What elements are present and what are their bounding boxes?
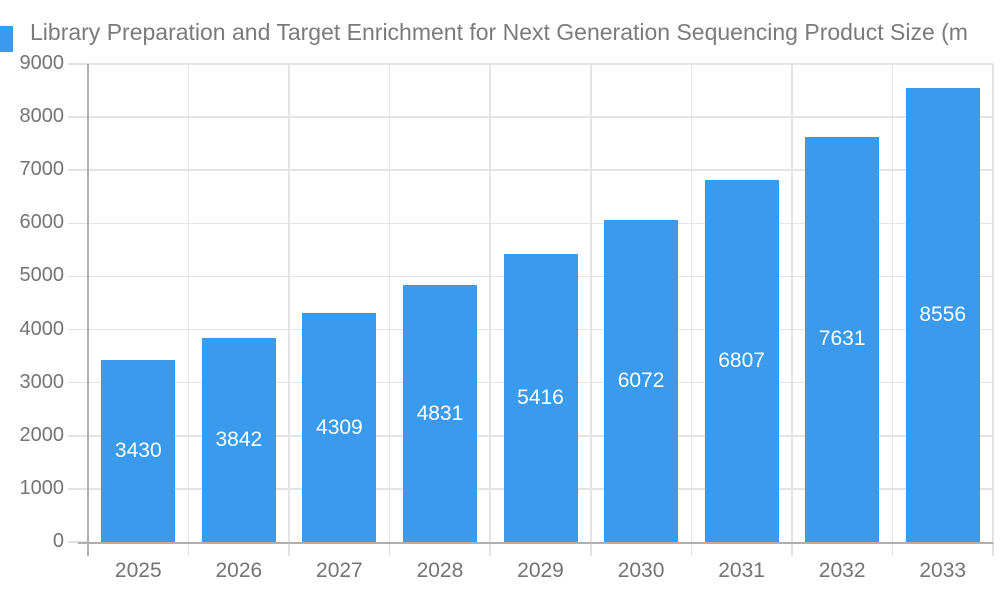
- x-gridline: [791, 64, 793, 542]
- x-axis-line: [78, 542, 993, 544]
- bar-value-label: 8556: [919, 302, 967, 326]
- y-axis-tick-label: 3000: [19, 370, 65, 393]
- bar-value-label: 3842: [215, 427, 263, 451]
- x-tick-mark: [690, 542, 693, 556]
- bar-2031[interactable]: [704, 180, 779, 542]
- y-axis-tick-label: 8000: [19, 105, 65, 128]
- bar-value-label: 3430: [114, 438, 162, 462]
- y-axis-tick-label: 2000: [19, 423, 65, 446]
- x-gridline: [690, 64, 693, 542]
- x-gridline: [891, 64, 894, 542]
- bar-2026[interactable]: [201, 337, 276, 542]
- chart-title: Library Preparation and Target Enrichmen…: [30, 19, 968, 45]
- x-gridline: [590, 64, 592, 542]
- bar-2032[interactable]: [805, 136, 880, 542]
- x-gridline: [992, 64, 994, 542]
- bar-2025[interactable]: [101, 359, 176, 542]
- x-axis-tick-label: 2026: [215, 559, 263, 582]
- y-axis-tick-label: 9000: [19, 52, 65, 75]
- y-tick-mark: [68, 222, 88, 225]
- y-axis-tick-label: 4000: [19, 317, 65, 340]
- x-axis-tick-label: 2032: [818, 559, 866, 582]
- bar-value-label: 4309: [316, 415, 363, 439]
- x-tick-mark: [388, 542, 391, 556]
- x-gridline: [187, 64, 190, 542]
- y-axis-tick-label: 1000: [19, 476, 65, 499]
- x-axis-tick-label: 2027: [316, 559, 363, 582]
- x-axis-tick-label: 2031: [718, 559, 765, 582]
- x-tick-mark: [590, 542, 592, 556]
- y-tick-mark: [68, 116, 88, 118]
- x-tick-mark: [992, 542, 994, 556]
- x-axis-tick-label: 2028: [416, 559, 464, 582]
- bar-value-label: 7631: [818, 327, 866, 351]
- x-gridline: [388, 64, 391, 542]
- y-tick-mark: [68, 381, 88, 384]
- x-tick-mark: [891, 542, 894, 556]
- bar-value-label: 4831: [416, 401, 464, 425]
- legend-swatch[interactable]: [0, 26, 13, 52]
- y-axis-tick-label: 0: [52, 530, 64, 553]
- y-axis-tick-label: 7000: [19, 158, 65, 181]
- x-tick-mark: [791, 542, 793, 556]
- x-axis-tick-label: 2029: [517, 559, 564, 582]
- x-gridline: [489, 64, 491, 542]
- x-axis-tick-label: 2033: [919, 559, 967, 582]
- bar-2033[interactable]: [905, 87, 980, 542]
- bar-2030[interactable]: [604, 219, 679, 542]
- y-axis-tick-label: 5000: [19, 264, 65, 287]
- x-axis-tick-label: 2025: [114, 559, 162, 582]
- x-tick-mark: [288, 542, 290, 556]
- y-axis-tick-label: 6000: [19, 211, 65, 234]
- y-axis-line: [87, 64, 89, 544]
- y-gridline: [88, 116, 993, 118]
- y-gridline: [88, 222, 993, 225]
- y-gridline: [88, 169, 993, 171]
- bar-2028[interactable]: [402, 285, 477, 542]
- x-tick-mark: [187, 542, 190, 556]
- y-gridline: [88, 63, 993, 65]
- y-tick-mark: [68, 488, 88, 490]
- y-tick-mark: [68, 275, 88, 278]
- y-tick-mark: [68, 328, 88, 331]
- bar-2027[interactable]: [302, 313, 377, 542]
- bar-2029[interactable]: [503, 254, 578, 542]
- x-gridline: [288, 64, 290, 542]
- bar-value-label: 5416: [517, 386, 564, 410]
- bar-value-label: 6072: [617, 368, 665, 392]
- bar-value-label: 6807: [718, 349, 765, 373]
- x-tick-mark: [489, 542, 491, 556]
- y-tick-mark: [68, 169, 88, 171]
- x-axis-tick-label: 2030: [617, 559, 665, 582]
- y-tick-mark: [68, 63, 88, 65]
- y-tick-mark: [68, 435, 88, 437]
- x-tick-mark: [87, 542, 89, 556]
